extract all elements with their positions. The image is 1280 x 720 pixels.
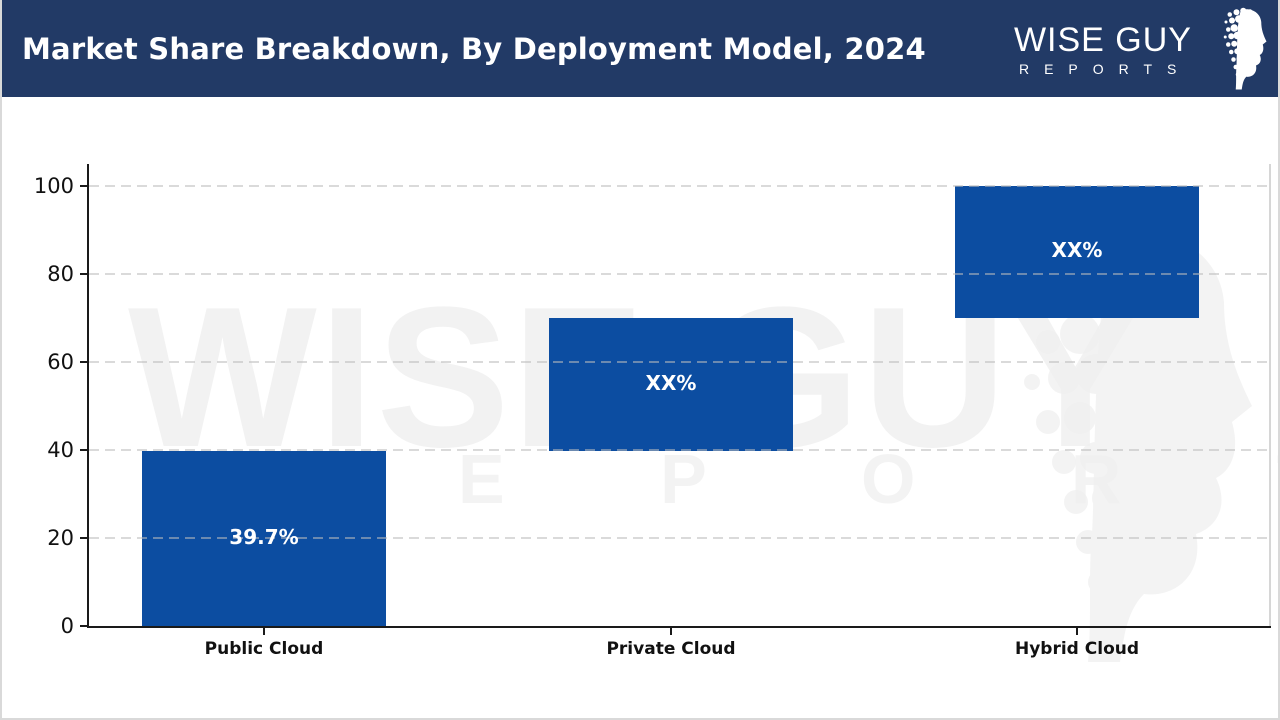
x-category-label: Private Cloud xyxy=(606,639,736,659)
x-tick-3 xyxy=(1076,628,1078,635)
chart-title: Market Share Breakdown, By Deployment Mo… xyxy=(22,31,926,66)
bar-value-label: XX% xyxy=(645,370,697,395)
x-category-label: Hybrid Cloud xyxy=(1014,639,1140,659)
y-tick-100 xyxy=(80,185,88,187)
dotted-head-icon xyxy=(1223,7,1267,90)
x-axis-line xyxy=(87,626,1271,628)
y-tick-label: 40 xyxy=(47,438,74,462)
bar-value-label: 39.7% xyxy=(229,524,299,549)
y-tick-label: 60 xyxy=(47,350,74,374)
gridline-60 xyxy=(89,361,1269,363)
x-category-label: Public Cloud xyxy=(204,639,324,659)
y-tick-40 xyxy=(80,449,88,451)
right-spine xyxy=(1269,164,1271,628)
header-banner: Market Share Breakdown, By Deployment Mo… xyxy=(0,0,1280,97)
wise-guy-reports-logo: WISE GUY REPORTS xyxy=(1014,7,1270,91)
gridline-40 xyxy=(89,449,1269,451)
bar-private-cloud xyxy=(549,318,793,452)
x-tick-1 xyxy=(263,628,265,635)
y-tick-label: 100 xyxy=(33,174,74,198)
gridline-20 xyxy=(89,537,1269,539)
y-tick-label: 80 xyxy=(47,262,74,286)
y-axis-spine xyxy=(87,164,89,628)
y-tick-60 xyxy=(80,361,88,363)
y-tick-label: 20 xyxy=(47,526,74,550)
logo-subtitle: REPORTS xyxy=(1018,60,1192,77)
logo-wordmark: WISE GUY xyxy=(1013,20,1192,59)
y-tick-0 xyxy=(80,625,88,627)
y-tick-label: 0 xyxy=(60,614,74,638)
bar-value-label: XX% xyxy=(1051,238,1103,262)
logo-text: WISE GUY REPORTS xyxy=(1014,22,1192,77)
gridline-100 xyxy=(89,185,1269,187)
y-tick-80 xyxy=(80,273,88,275)
y-tick-20 xyxy=(80,537,88,539)
gridline-80 xyxy=(89,273,1269,275)
x-tick-2 xyxy=(670,628,672,635)
